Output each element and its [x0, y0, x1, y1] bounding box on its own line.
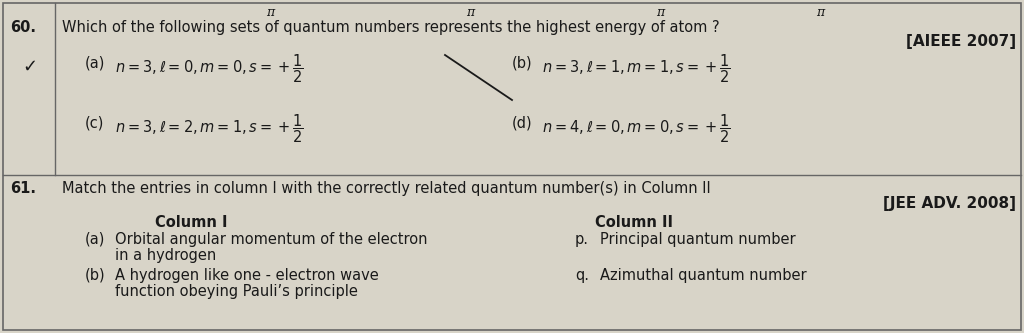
Text: (c): (c): [85, 115, 104, 130]
Text: π: π: [466, 6, 474, 19]
Text: Principal quantum number: Principal quantum number: [600, 232, 796, 247]
Text: A hydrogen like one - electron wave: A hydrogen like one - electron wave: [115, 268, 379, 283]
Text: 61.: 61.: [10, 181, 36, 196]
Text: (d): (d): [512, 115, 532, 130]
Text: Match the entries in column I with the correctly related quantum number(s) in Co: Match the entries in column I with the c…: [62, 181, 711, 196]
Text: in a hydrogen: in a hydrogen: [115, 248, 216, 263]
Text: p.: p.: [575, 232, 589, 247]
Text: ✓: ✓: [23, 58, 38, 76]
Text: $n=3,\ell=1,m=1,s=+\dfrac{1}{2}$: $n=3,\ell=1,m=1,s=+\dfrac{1}{2}$: [542, 52, 731, 85]
Text: [JEE ADV. 2008]: [JEE ADV. 2008]: [883, 196, 1016, 211]
Text: π: π: [816, 6, 824, 19]
Text: (a): (a): [85, 55, 105, 70]
Text: [AIEEE 2007]: [AIEEE 2007]: [906, 34, 1016, 49]
Text: Column II: Column II: [595, 215, 673, 230]
Text: Column I: Column I: [155, 215, 227, 230]
Text: (b): (b): [512, 55, 532, 70]
Text: $n=3,\ell=0,m=0,s=+\dfrac{1}{2}$: $n=3,\ell=0,m=0,s=+\dfrac{1}{2}$: [115, 52, 304, 85]
Text: (b): (b): [85, 268, 105, 283]
Text: 60.: 60.: [10, 20, 36, 35]
Text: q.: q.: [575, 268, 589, 283]
Text: function obeying Pauli’s principle: function obeying Pauli’s principle: [115, 284, 357, 299]
Text: π: π: [266, 6, 274, 19]
Text: Which of the following sets of quantum numbers represents the highest energy of : Which of the following sets of quantum n…: [62, 20, 720, 35]
Text: $n=4,\ell=0,m=0,s=+\dfrac{1}{2}$: $n=4,\ell=0,m=0,s=+\dfrac{1}{2}$: [542, 112, 731, 145]
Text: (a): (a): [85, 232, 105, 247]
Text: π: π: [656, 6, 665, 19]
Text: Orbital angular momentum of the electron: Orbital angular momentum of the electron: [115, 232, 427, 247]
Text: Azimuthal quantum number: Azimuthal quantum number: [600, 268, 807, 283]
Text: $n=3,\ell=2,m=1,s=+\dfrac{1}{2}$: $n=3,\ell=2,m=1,s=+\dfrac{1}{2}$: [115, 112, 304, 145]
